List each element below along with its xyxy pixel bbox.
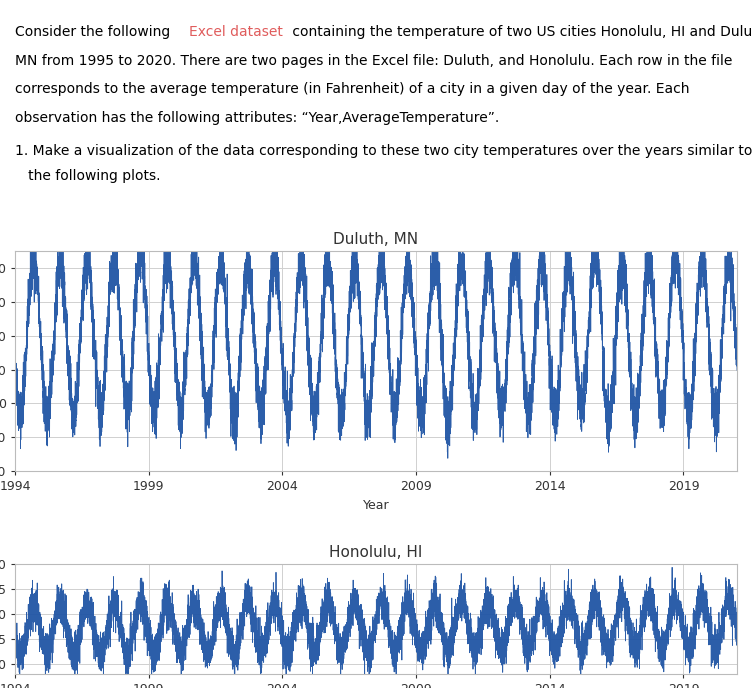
Title: Duluth, MN: Duluth, MN	[333, 233, 419, 248]
Text: MN from 1995 to 2020. There are two pages in the Excel file: Duluth, and Honolul: MN from 1995 to 2020. There are two page…	[15, 54, 732, 67]
Text: containing the temperature of two US cities Honolulu, HI and Duluth,: containing the temperature of two US cit…	[288, 25, 752, 39]
Text: the following plots.: the following plots.	[15, 169, 160, 183]
Text: Consider the following: Consider the following	[15, 25, 174, 39]
Text: observation has the following attributes: “Year,AverageTemperature”.: observation has the following attributes…	[15, 111, 499, 125]
Text: Excel dataset: Excel dataset	[190, 25, 284, 39]
Text: 1. Make a visualization of the data corresponding to these two city temperatures: 1. Make a visualization of the data corr…	[15, 144, 752, 158]
X-axis label: Year: Year	[362, 499, 390, 512]
Text: corresponds to the average temperature (in Fahrenheit) of a city in a given day : corresponds to the average temperature (…	[15, 83, 690, 96]
Title: Honolulu, HI: Honolulu, HI	[329, 546, 423, 561]
